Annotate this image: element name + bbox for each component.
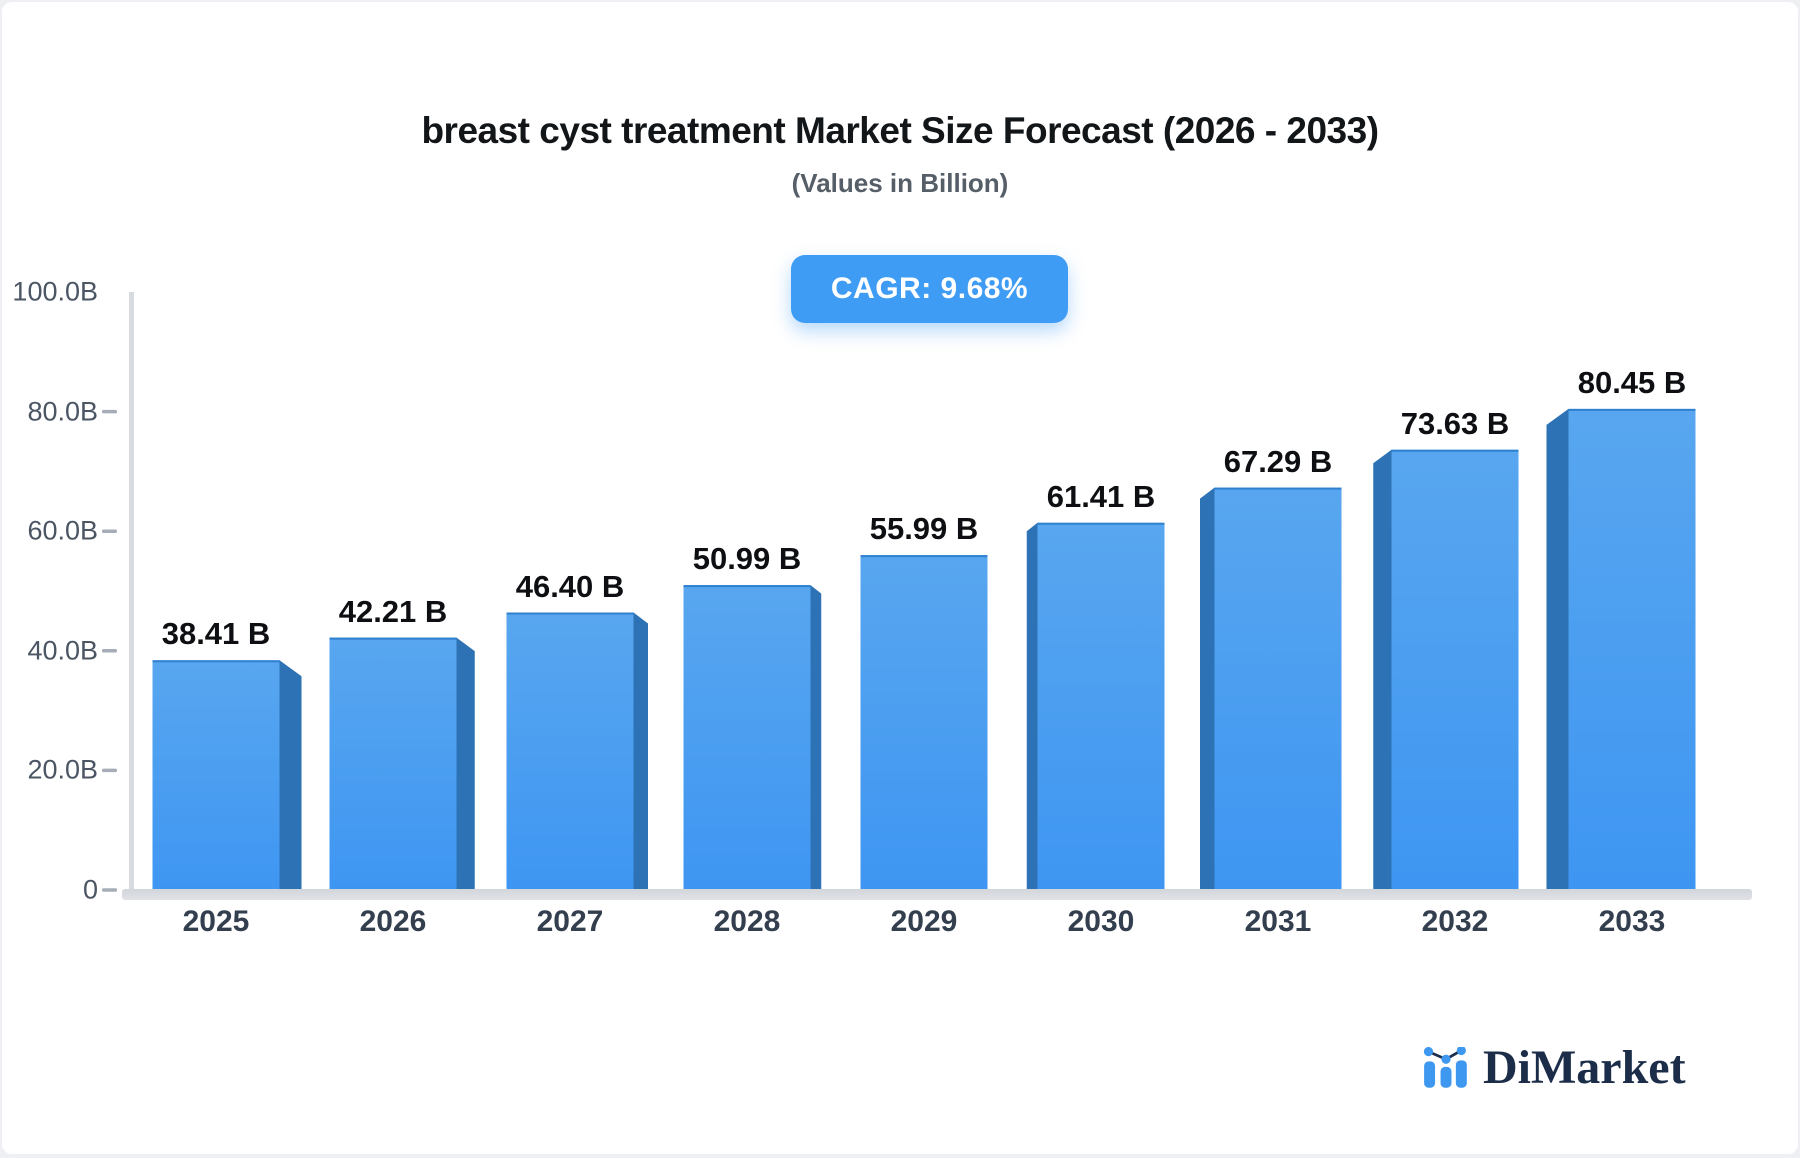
bar-side-face: [1200, 487, 1215, 898]
x-axis-year-label: 2029: [890, 905, 958, 938]
cagr-badge-label: CAGR: 9.68%: [830, 272, 1029, 305]
x-axis-year-label: 2026: [359, 905, 427, 938]
x-axis-year-label: 2030: [1067, 905, 1135, 938]
bar-side-face: [1546, 408, 1569, 901]
bar-side-face: [279, 660, 302, 901]
bar-2032: [1373, 449, 1519, 900]
chart-title: breast cyst treatment Market Size Foreca…: [421, 110, 1379, 151]
bar-2027: [506, 612, 648, 898]
bar-front-face: [1037, 522, 1165, 893]
brand-watermark: DiMarket: [1423, 1044, 1686, 1092]
bar-front-face: [1568, 408, 1696, 893]
bar-2029: [860, 555, 988, 893]
y-axis-label: 80.0B: [27, 396, 98, 427]
bar-side-face: [456, 637, 475, 900]
bar-2033: [1546, 408, 1696, 901]
y-axis-label: 0: [82, 874, 98, 905]
bar-2026: [329, 637, 475, 900]
bar-front-face: [329, 637, 457, 893]
y-axis-label: 100.0B: [12, 276, 98, 307]
x-axis-year-label: 2027: [536, 905, 604, 938]
bar-front-face: [1391, 449, 1519, 893]
bar-side-face: [810, 585, 822, 897]
y-axis-line: [129, 292, 134, 895]
bar-side-face: [633, 612, 648, 898]
bar-2030: [1026, 522, 1165, 897]
bar-side-face: [1026, 522, 1038, 897]
bar-value-label: 55.99 B: [869, 511, 979, 547]
bar-side-face: [1373, 449, 1392, 900]
bar-2025: [152, 660, 302, 901]
bars-group: [152, 408, 1696, 901]
x-axis-year-label: 2031: [1244, 905, 1312, 938]
brand-name: DiMarket: [1483, 1041, 1686, 1094]
chart-subtitle: (Values in Billion): [791, 168, 1009, 198]
bar-value-label: 46.40 B: [515, 568, 625, 604]
y-axis-label: 40.0B: [27, 635, 98, 666]
bar-value-label: 80.45 B: [1577, 364, 1687, 400]
y-axis-label: 60.0B: [27, 515, 98, 546]
bar-value-label: 38.41 B: [161, 616, 271, 652]
bar-front-face: [506, 612, 634, 893]
x-axis-baseline: [122, 889, 1752, 900]
y-axis-label: 20.0B: [27, 754, 98, 785]
y-tick-dash: [102, 888, 117, 892]
bar-front-face: [1214, 487, 1342, 893]
x-axis-year-label: 2032: [1421, 905, 1489, 938]
bar-front-face: [683, 585, 811, 893]
bar-value-label: 67.29 B: [1223, 443, 1333, 479]
mini-bar-chart-logo-icon: [1423, 1047, 1467, 1088]
y-tick-dash: [102, 409, 117, 414]
bar-value-label: 42.21 B: [338, 593, 448, 629]
cagr-badge: CAGR: 9.68%: [791, 255, 1068, 323]
x-axis-year-label: 2028: [713, 905, 781, 938]
bar-front-face: [860, 555, 988, 893]
bar-2031: [1200, 487, 1342, 898]
bar-value-label: 50.99 B: [692, 541, 802, 577]
x-axis-year-label: 2033: [1598, 905, 1666, 938]
tick-dashes-group: [102, 409, 117, 892]
bar-2028: [683, 585, 822, 897]
y-tick-dash: [102, 768, 117, 773]
x-axis-year-label: 2025: [182, 905, 250, 938]
y-tick-dash: [102, 529, 117, 533]
bar-value-label: 61.41 B: [1046, 478, 1156, 514]
bar-value-label: 73.63 B: [1400, 405, 1510, 441]
y-tick-dash: [102, 649, 117, 653]
bar-front-face: [152, 660, 280, 893]
